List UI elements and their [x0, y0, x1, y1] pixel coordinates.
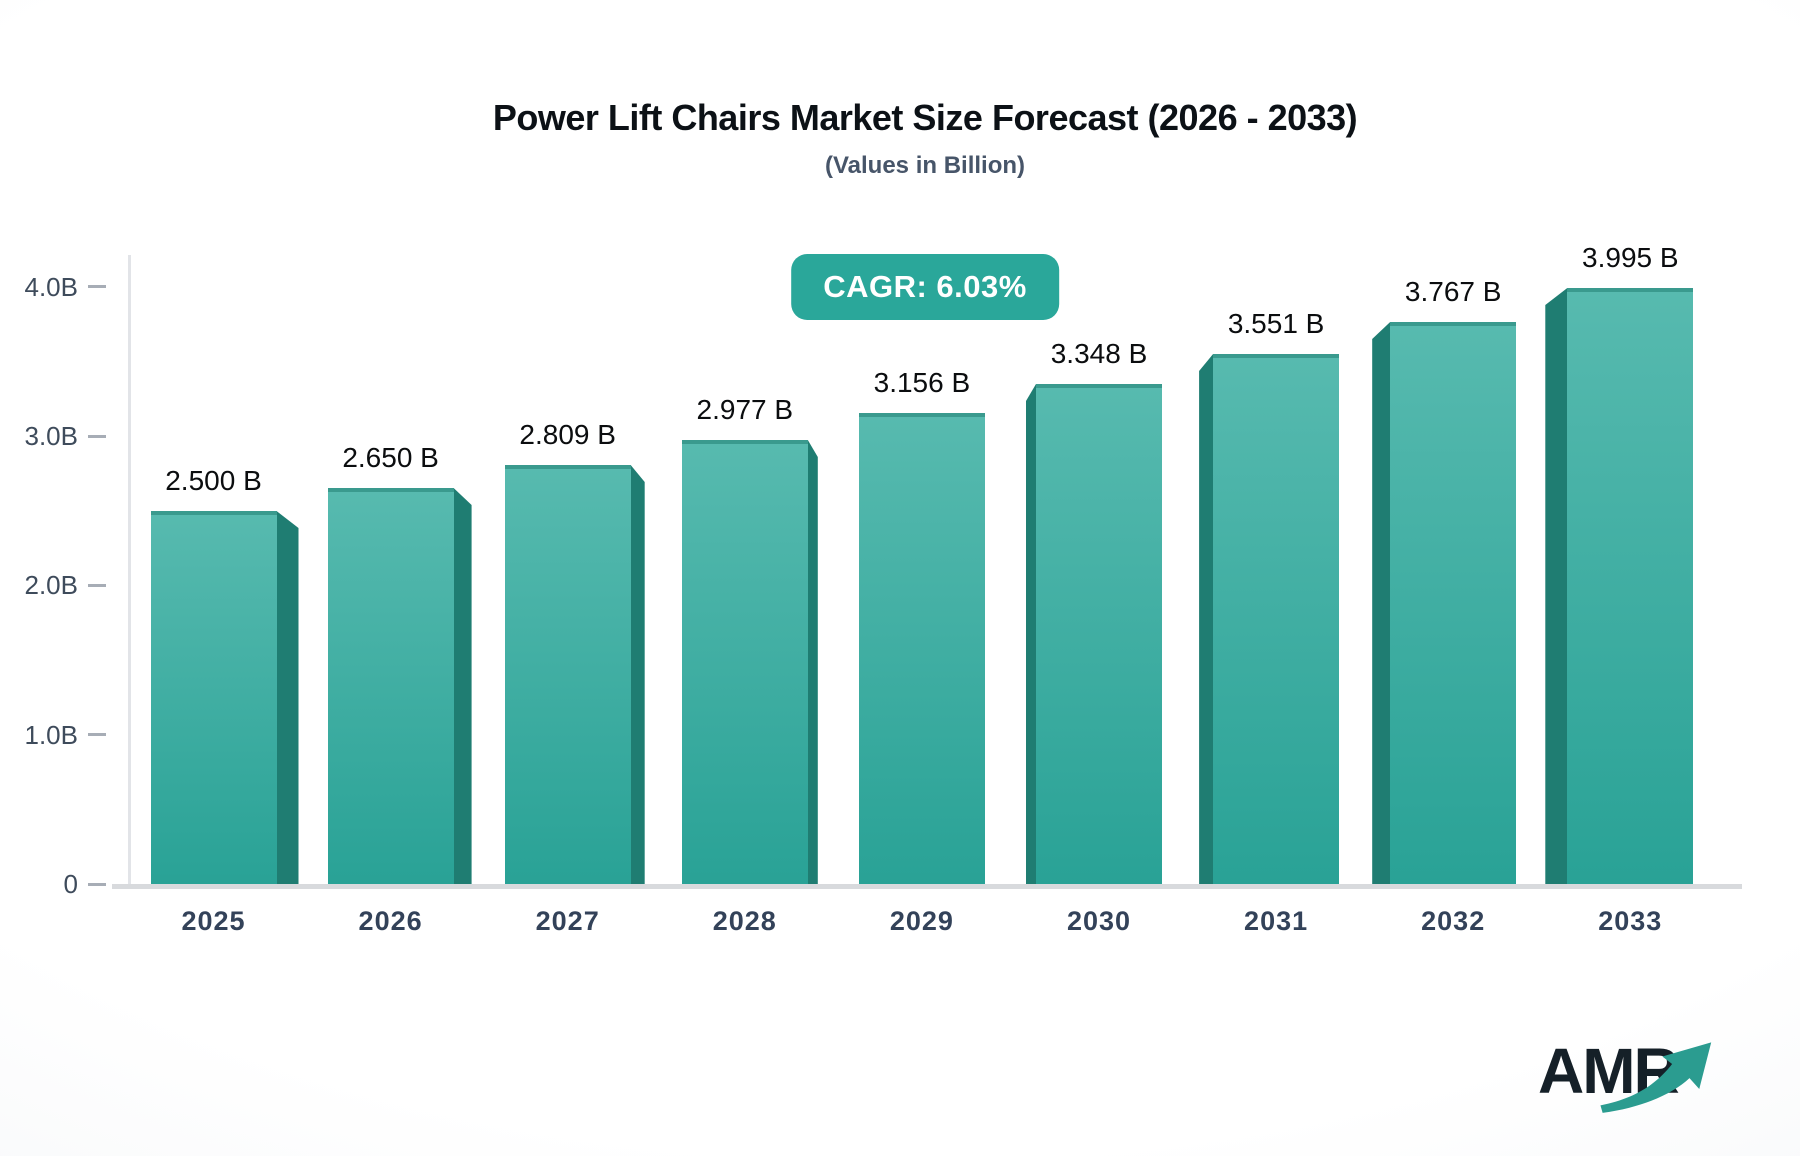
bar-value-label-2032: 3.767 B	[1404, 276, 1502, 307]
cagr-badge: CAGR: 6.03%	[791, 254, 1059, 320]
x-axis-baseline	[112, 884, 1742, 889]
y-axis-tick-label-0: 0	[63, 869, 78, 899]
bar-face-2029	[858, 413, 985, 884]
y-axis-tick-mark	[88, 733, 106, 737]
bar-side-2032	[1372, 322, 1391, 884]
bar-value-label-2029: 3.156 B	[873, 367, 971, 398]
chart-subtitle: (Values in Billion)	[824, 152, 1026, 179]
y-axis-tick-label-3.0B: 3.0B	[24, 421, 79, 452]
x-axis-label-2028: 2028	[712, 906, 777, 936]
x-axis-label-2032: 2032	[1421, 906, 1486, 936]
x-axis-label-2025: 2025	[181, 906, 246, 936]
y-axis-tick-label-2.0B: 2.0B	[24, 570, 79, 601]
y-axis-tick-mark	[88, 434, 106, 438]
chart-header: Power Lift Chairs Market Size Forecast (…	[50, 0, 1800, 180]
bar-face-2026	[327, 488, 454, 884]
x-axis-label-2030: 2030	[1066, 906, 1132, 936]
x-axis-label-2029: 2029	[889, 906, 954, 936]
bar-face-2032	[1390, 322, 1517, 884]
x-axis-label-2033: 2033	[1598, 906, 1663, 936]
bar-face-2027	[504, 465, 631, 884]
y-axis-tick-label-4.0B: 4.0B	[24, 271, 79, 302]
x-axis-label-2027: 2027	[535, 906, 600, 936]
bar-side-2026	[453, 488, 472, 884]
bar-value-label-2026: 2.650 B	[342, 442, 439, 473]
y-axis-tick-mark	[88, 882, 106, 886]
bar-value-label-2033: 3.995 B	[1582, 242, 1679, 273]
bar-face-2031	[1213, 354, 1340, 884]
y-axis-line	[128, 255, 131, 884]
bar-side-2033	[1545, 288, 1568, 884]
y-axis-tick-mark	[88, 285, 106, 289]
bar-face-2033	[1567, 288, 1694, 884]
amr-logo: AMR	[1538, 1034, 1758, 1129]
x-axis-label-2031: 2031	[1244, 906, 1309, 936]
bar-side-2031	[1199, 354, 1214, 884]
bar-side-2025	[276, 511, 299, 884]
bar-value-label-2025: 2.500 B	[165, 465, 262, 496]
growth-arrow-icon	[1600, 1042, 1712, 1113]
bar-side-2027	[630, 465, 645, 884]
bar-value-label-2031: 3.551 B	[1227, 308, 1325, 339]
y-axis-tick-label-1.0B: 1.0B	[24, 719, 79, 750]
bar-side-2030	[1026, 384, 1036, 884]
chart-title: Power Lift Chairs Market Size Forecast (…	[492, 97, 1358, 138]
y-axis-tick-mark	[88, 583, 106, 587]
x-axis-label-2026: 2026	[358, 906, 423, 936]
bar-value-label-2028: 2.977 B	[696, 394, 794, 425]
bar-value-label-2030: 3.348 B	[1050, 338, 1148, 369]
bar-face-2025	[150, 511, 277, 884]
bar-face-2030	[1036, 384, 1162, 884]
bar-face-2028	[681, 440, 808, 884]
bar-value-label-2027: 2.809 B	[519, 419, 616, 450]
cagr-badge-label: CAGR: 6.03%	[823, 269, 1027, 304]
bar-side-2028	[807, 440, 818, 884]
